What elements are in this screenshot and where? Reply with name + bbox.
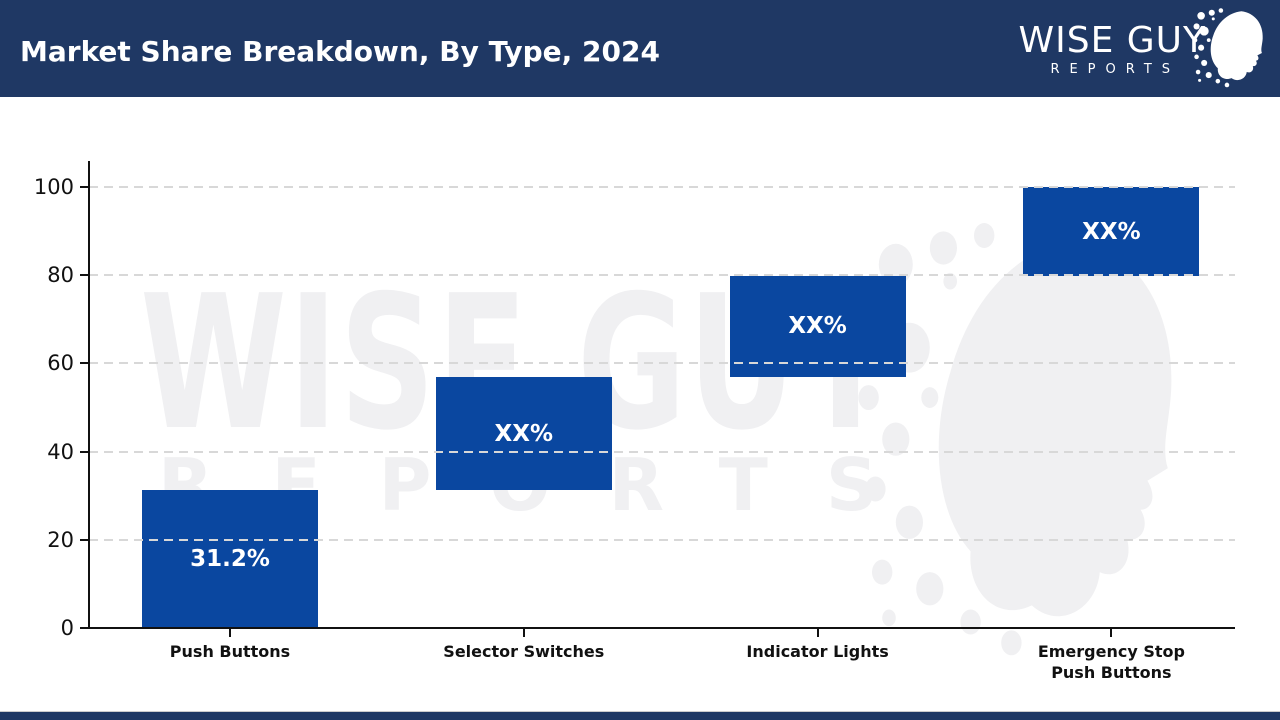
logo-text: WISE GUY REPORTS [1018,19,1207,77]
bar: 31.2% [142,490,318,628]
y-tick [80,186,88,188]
x-category-label: Emergency Stop Push Buttons [1037,642,1185,682]
y-tick [80,274,88,277]
wise-guy-reports-logo: WISE GUY REPORTS [1018,7,1269,92]
header-bar: Market Share Breakdown, By Type, 2024 WI… [0,0,1280,97]
y-tick [80,450,88,453]
x-tick [1110,629,1113,637]
x-tick [816,629,819,637]
page-title: Market Share Breakdown, By Type, 2024 [20,35,660,68]
gridline [89,186,1235,188]
bar-value-label: XX% [788,313,847,340]
y-tick-label: 100 [33,175,74,199]
gridline [89,538,1235,541]
y-tick [80,627,88,629]
x-tick [522,629,525,637]
x-category-label: Push Buttons [169,642,291,661]
x-category-label: Indicator Lights [746,642,889,661]
y-tick-label: 80 [47,263,74,288]
y-tick [80,362,88,365]
bar-value-label: XX% [494,420,554,447]
y-tick-label: 40 [47,439,74,464]
x-category-label: Selector Switches [443,642,605,661]
y-axis-line [88,161,90,629]
watermark-head-icon [858,223,1172,656]
bar-value-label: 31.2% [190,546,270,573]
footer-bar [0,711,1280,720]
bar: XX% [435,376,612,491]
gridline [89,362,1235,365]
y-tick-label: 20 [47,527,74,552]
y-tick-label: 0 [60,616,74,640]
gridline [89,274,1235,277]
x-axis-line [88,627,1235,629]
logo-wordmark: WISE GUY [1018,19,1206,61]
bar: XX% [1023,187,1200,277]
logo-subtitle: REPORTS [1050,61,1181,77]
gridline [89,450,1235,453]
y-tick-label: 60 [47,351,74,376]
bar-value-label: XX% [1082,218,1141,245]
bar: XX% [729,276,906,377]
x-tick [229,629,231,637]
y-tick [80,538,88,541]
